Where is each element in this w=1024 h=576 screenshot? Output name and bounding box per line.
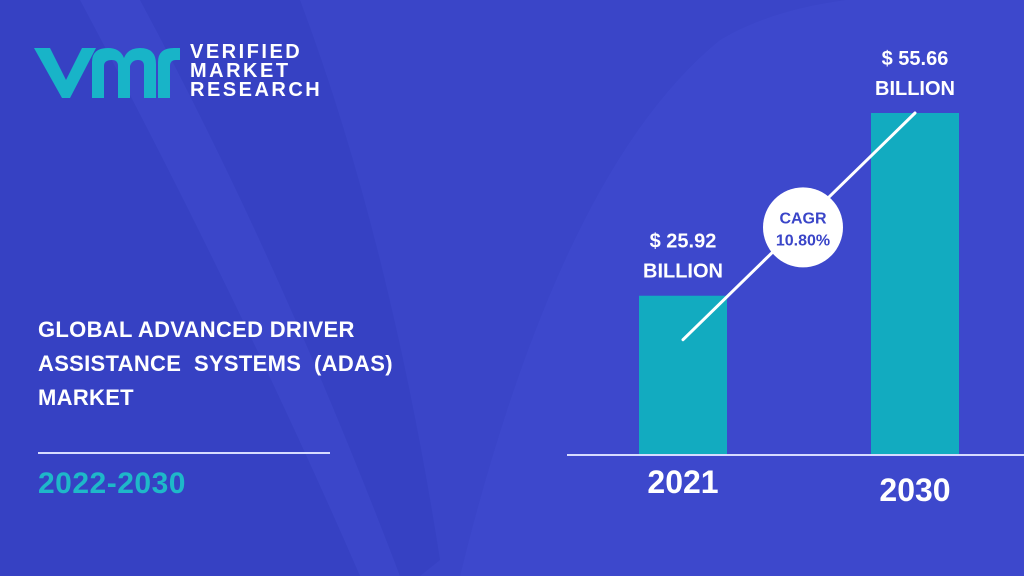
value-label-2030-line-2: BILLION [875, 78, 955, 100]
vmr-logo-icon [34, 48, 180, 98]
bar-2030 [871, 113, 959, 455]
brand-logo: VERIFIED MARKET RESEARCH [30, 40, 322, 102]
category-label-2030: 2030 [879, 472, 950, 508]
brand-line-1: VERIFIED [190, 40, 303, 63]
title-line-2: ASSISTANCE SYSTEMS (ADAS) [38, 351, 393, 376]
brand-line-3: RESEARCH [190, 78, 323, 101]
value-label-2021-line-2: BILLION [643, 261, 723, 283]
value-label-2021-line-1: $ 25.92 [650, 231, 717, 253]
cagr-badge [763, 187, 843, 268]
cagr-value: 10.80% [776, 232, 830, 249]
title-divider [38, 452, 330, 454]
title-line-1: GLOBAL ADVANCED DRIVER [38, 317, 355, 342]
brand-name: VERIFIED MARKET RESEARCH [190, 40, 323, 101]
brand-line-2: MARKET [190, 59, 291, 82]
category-label-2021: 2021 [647, 464, 718, 500]
value-label-2030-line-1: $ 55.66 [882, 48, 949, 70]
title-line-3: MARKET [38, 385, 134, 410]
forecast-period: 2022-2030 [38, 467, 186, 500]
bar-2021 [639, 295, 727, 455]
cagr-label: CAGR [779, 210, 827, 227]
report-title: GLOBAL ADVANCED DRIVER ASSISTANCE SYSTEM… [38, 313, 418, 415]
